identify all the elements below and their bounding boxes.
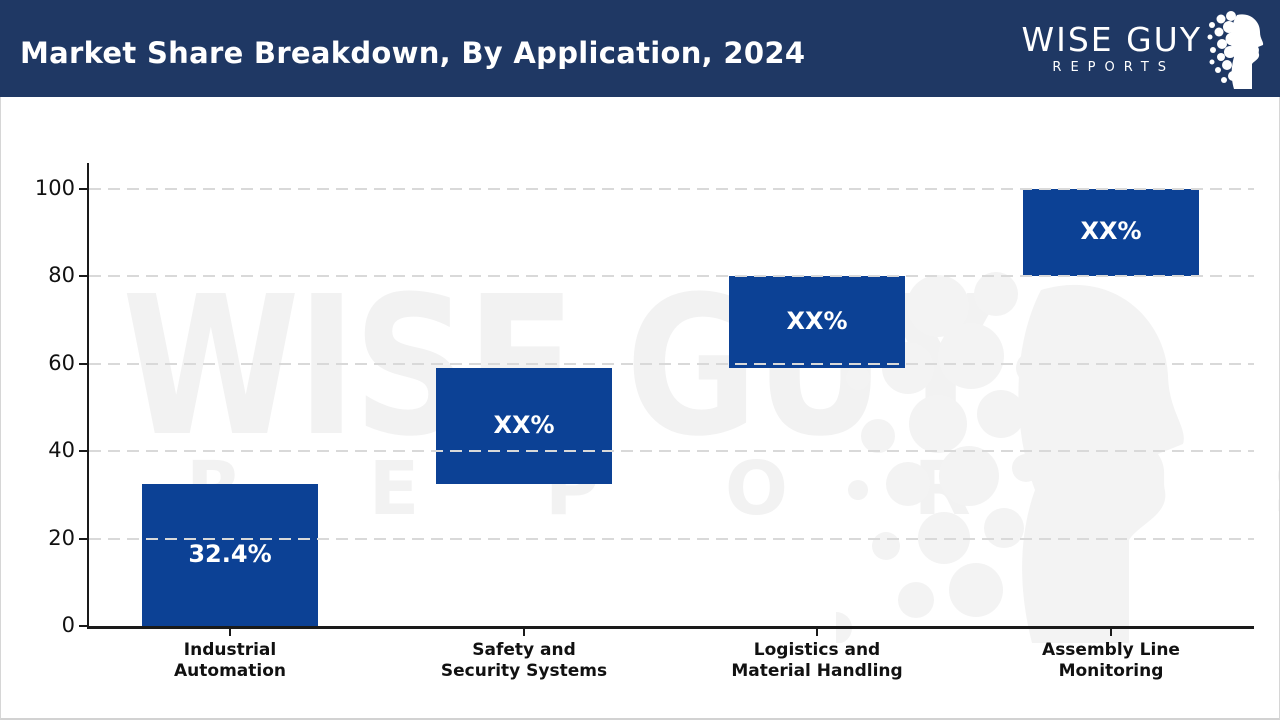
brand-logo-name: WISE GUY [1021,20,1202,59]
y-axis-tick-mark [79,450,89,452]
y-axis-tick-label: 100 [34,175,75,200]
bar-value-label: 32.4% [188,540,272,569]
x-axis-tick-mark [523,629,525,636]
y-axis-tick-label: 0 [61,613,75,637]
category-label: Industrial Automation [174,640,286,681]
gridline-y20 [89,537,1254,540]
y-axis-tick-mark [79,362,89,365]
brand-logo-text: WISE GUY REPORTS [1021,23,1202,75]
y-axis-tick-label: 60 [48,350,75,375]
gridline-y40 [89,450,1254,452]
page-title: Market Share Breakdown, By Application, … [20,36,806,70]
x-axis-line [87,626,1254,629]
bar-value-label: XX% [493,411,555,440]
y-axis-tick-label: 20 [48,525,75,550]
bar-value-label: XX% [786,306,848,335]
y-axis-tick-mark [79,625,89,627]
watermark-dotted-head-graphic [836,272,1184,643]
bar-segment: 32.4% [142,484,318,626]
x-axis-tick-mark [816,629,818,636]
bar-segment: XX% [729,276,905,368]
category-label: Safety and Security Systems [440,640,608,681]
x-axis-tick-mark [1110,629,1112,636]
category-label: Assembly Line Monitoring [1042,640,1180,681]
header-bar: Market Share Breakdown, By Application, … [0,0,1280,97]
gridline-y80 [89,275,1254,277]
bar-segment: XX% [436,367,612,485]
gridline-y60 [89,362,1254,365]
bar-value-label: XX% [1080,217,1142,246]
category-label: Logistics and Material Handling [731,640,903,681]
y-axis-tick-label: 80 [48,263,75,287]
brand-logo-subtitle: REPORTS [1052,60,1176,75]
x-axis-tick-mark [229,629,231,636]
brand-logo-head-icon [1207,11,1264,89]
y-axis-tick-mark [79,537,89,540]
y-axis-tick-mark [79,187,89,190]
brand-logo: WISE GUY REPORTS [1021,8,1266,90]
y-axis-tick-mark [79,275,89,277]
y-axis-tick-label: 40 [48,438,75,462]
gridline-y100 [89,187,1254,190]
y-axis-line [87,163,89,629]
bar-segment: XX% [1023,188,1199,276]
